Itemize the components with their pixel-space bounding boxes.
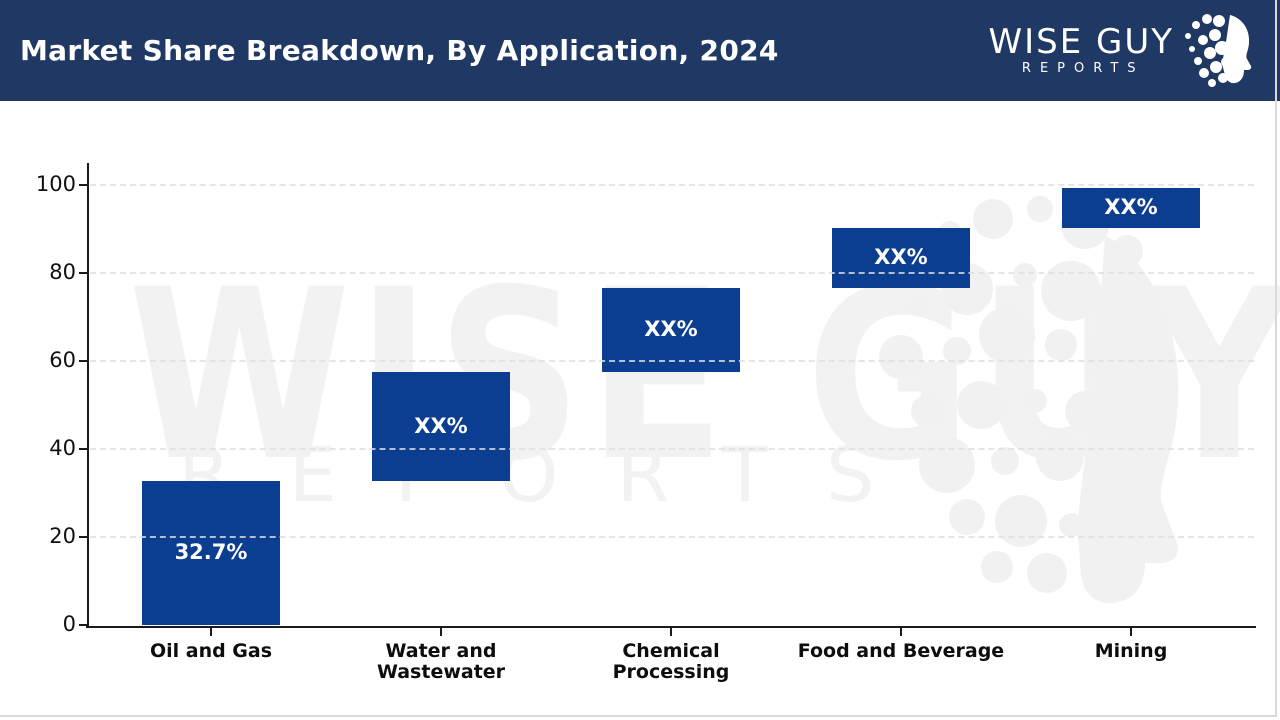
y-tick-mark — [79, 272, 88, 274]
bar-value-label: XX% — [874, 244, 928, 269]
x-axis-category-label: Water and Wastewater — [326, 641, 556, 683]
category-label-line: Oil and Gas — [149, 640, 273, 662]
x-tick-mark — [210, 628, 212, 636]
x-tick-mark — [440, 628, 442, 636]
y-tick-label: 100 — [35, 172, 76, 196]
plot-area: 0 20 40 60 80 100 32.7% Oil and Gas XX% Water and… — [0, 101, 1280, 720]
header-bar: Market Share Breakdown, By Application, … — [0, 0, 1280, 101]
wiseguy-logo-text: WISE GUY REPORTS — [988, 25, 1174, 76]
wiseguy-logo-head-icon — [1185, 13, 1252, 87]
category-label-line: Chemical — [622, 640, 720, 662]
bar-food-and-beverage — [832, 227, 970, 288]
x-tick-mark — [670, 628, 672, 636]
bar-value-label: XX% — [644, 317, 698, 342]
logo-subtitle: REPORTS — [1021, 61, 1145, 76]
gridline — [90, 184, 1254, 186]
watermark-subtitle: REPORTS — [178, 430, 933, 519]
bar-oil-and-gas — [142, 481, 280, 625]
logo-wordmark: WISE GUY — [988, 22, 1174, 62]
bar-value-label: XX% — [1104, 194, 1158, 219]
watermark-head-icon — [879, 196, 1179, 603]
category-label-line: Wastewater — [376, 661, 506, 683]
y-tick-label: 40 — [49, 436, 76, 460]
gridline — [90, 448, 1254, 450]
category-label-line: Processing — [612, 661, 730, 683]
y-tick-mark — [79, 448, 88, 450]
y-tick-label: 80 — [49, 260, 76, 284]
gridline — [90, 536, 1254, 538]
x-axis-category-label: Food and Beverage — [786, 641, 1016, 662]
x-tick-mark — [900, 628, 902, 636]
category-label-line: Mining — [1094, 640, 1168, 662]
x-axis-line — [86, 626, 1256, 628]
y-tick-label: 0 — [62, 612, 76, 636]
y-tick-mark — [79, 360, 88, 362]
bar-value-label: XX% — [414, 413, 468, 438]
y-tick-label: 20 — [49, 524, 76, 548]
category-label-line: Food and Beverage — [797, 640, 1005, 662]
wiseguy-logo: WISE GUY REPORTS — [988, 12, 1252, 90]
bar-water-and-wastewater — [372, 372, 510, 482]
y-tick-mark — [79, 184, 88, 186]
y-tick-mark — [79, 624, 88, 626]
bar-value-label: 32.7% — [174, 540, 248, 565]
x-tick-mark — [1130, 628, 1132, 636]
gridline — [90, 360, 1254, 362]
y-axis-line — [87, 163, 89, 628]
category-label-line: Water and — [385, 640, 497, 662]
bar-chemical-processing — [602, 287, 740, 373]
bar-mining — [1062, 187, 1200, 228]
y-tick-label: 60 — [49, 348, 76, 372]
x-axis-category-label: Mining — [1016, 641, 1246, 662]
y-tick-mark — [79, 536, 88, 538]
x-axis-category-label: Oil and Gas — [96, 641, 326, 662]
x-axis-category-label: Chemical Processing — [556, 641, 786, 683]
gridline — [90, 272, 1254, 274]
chart-title: Market Share Breakdown, By Application, … — [20, 34, 779, 67]
